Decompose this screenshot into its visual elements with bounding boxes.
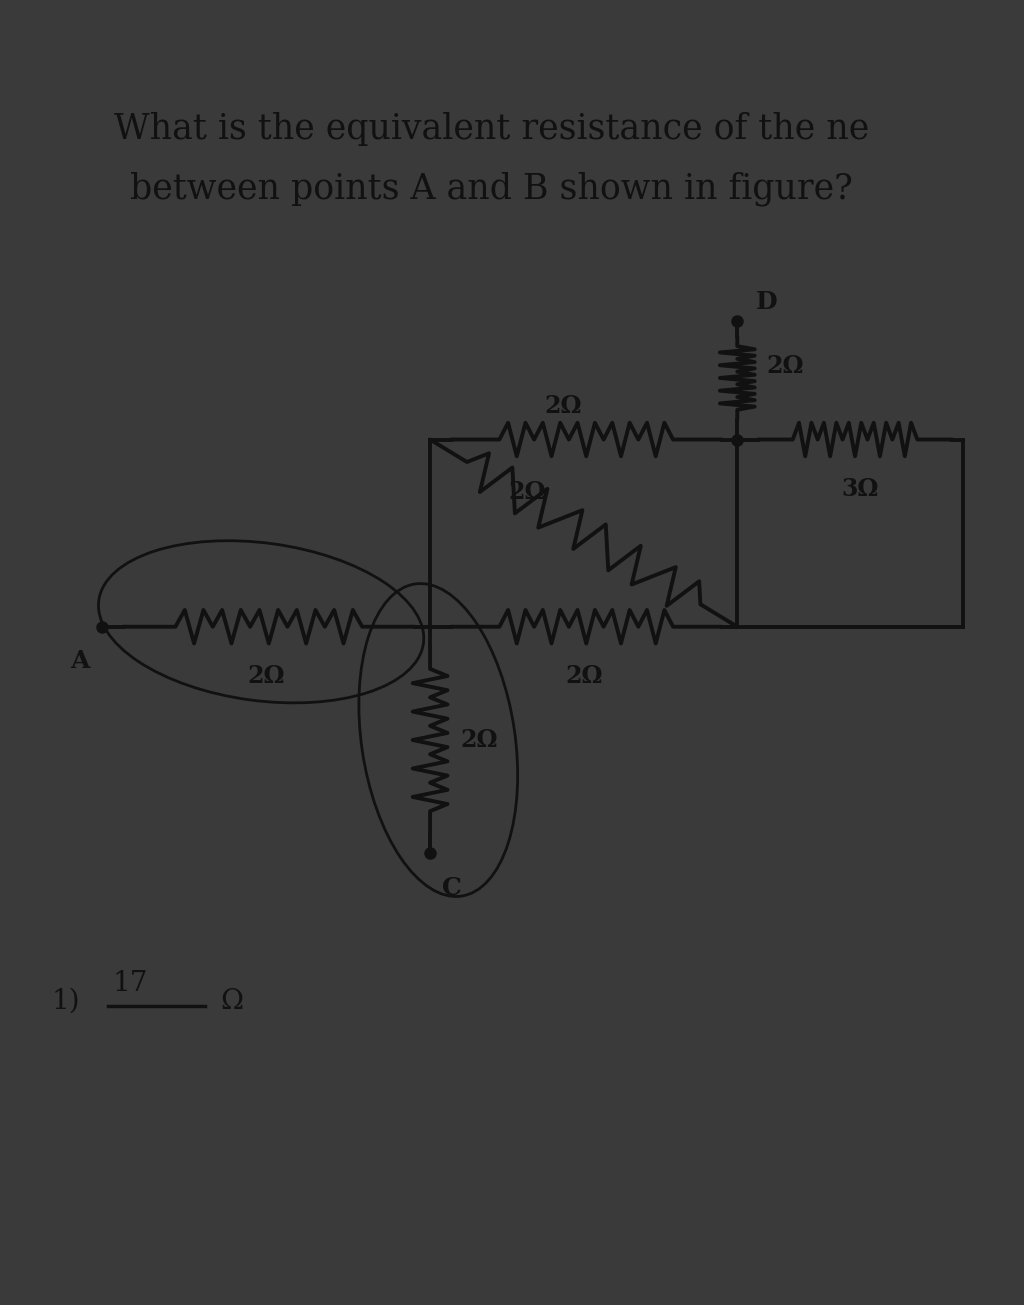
Text: 2Ω: 2Ω [461, 728, 499, 752]
Text: 3Ω: 3Ω [842, 476, 879, 501]
Text: 17: 17 [113, 970, 148, 997]
Text: 1): 1) [51, 988, 80, 1014]
Text: What is the equivalent resistance of the ne: What is the equivalent resistance of the… [114, 112, 869, 146]
Text: 2Ω: 2Ω [545, 394, 582, 418]
Text: A: A [70, 649, 89, 673]
Text: 2Ω: 2Ω [248, 664, 285, 688]
Text: Ω: Ω [220, 988, 243, 1014]
Text: 2Ω: 2Ω [766, 354, 804, 377]
Text: 2Ω: 2Ω [565, 664, 602, 688]
Text: C: C [442, 876, 462, 899]
Text: D: D [756, 291, 777, 315]
Text: 2Ω: 2Ω [509, 479, 546, 504]
Text: between points A and B shown in figure?: between points A and B shown in figure? [130, 171, 853, 205]
